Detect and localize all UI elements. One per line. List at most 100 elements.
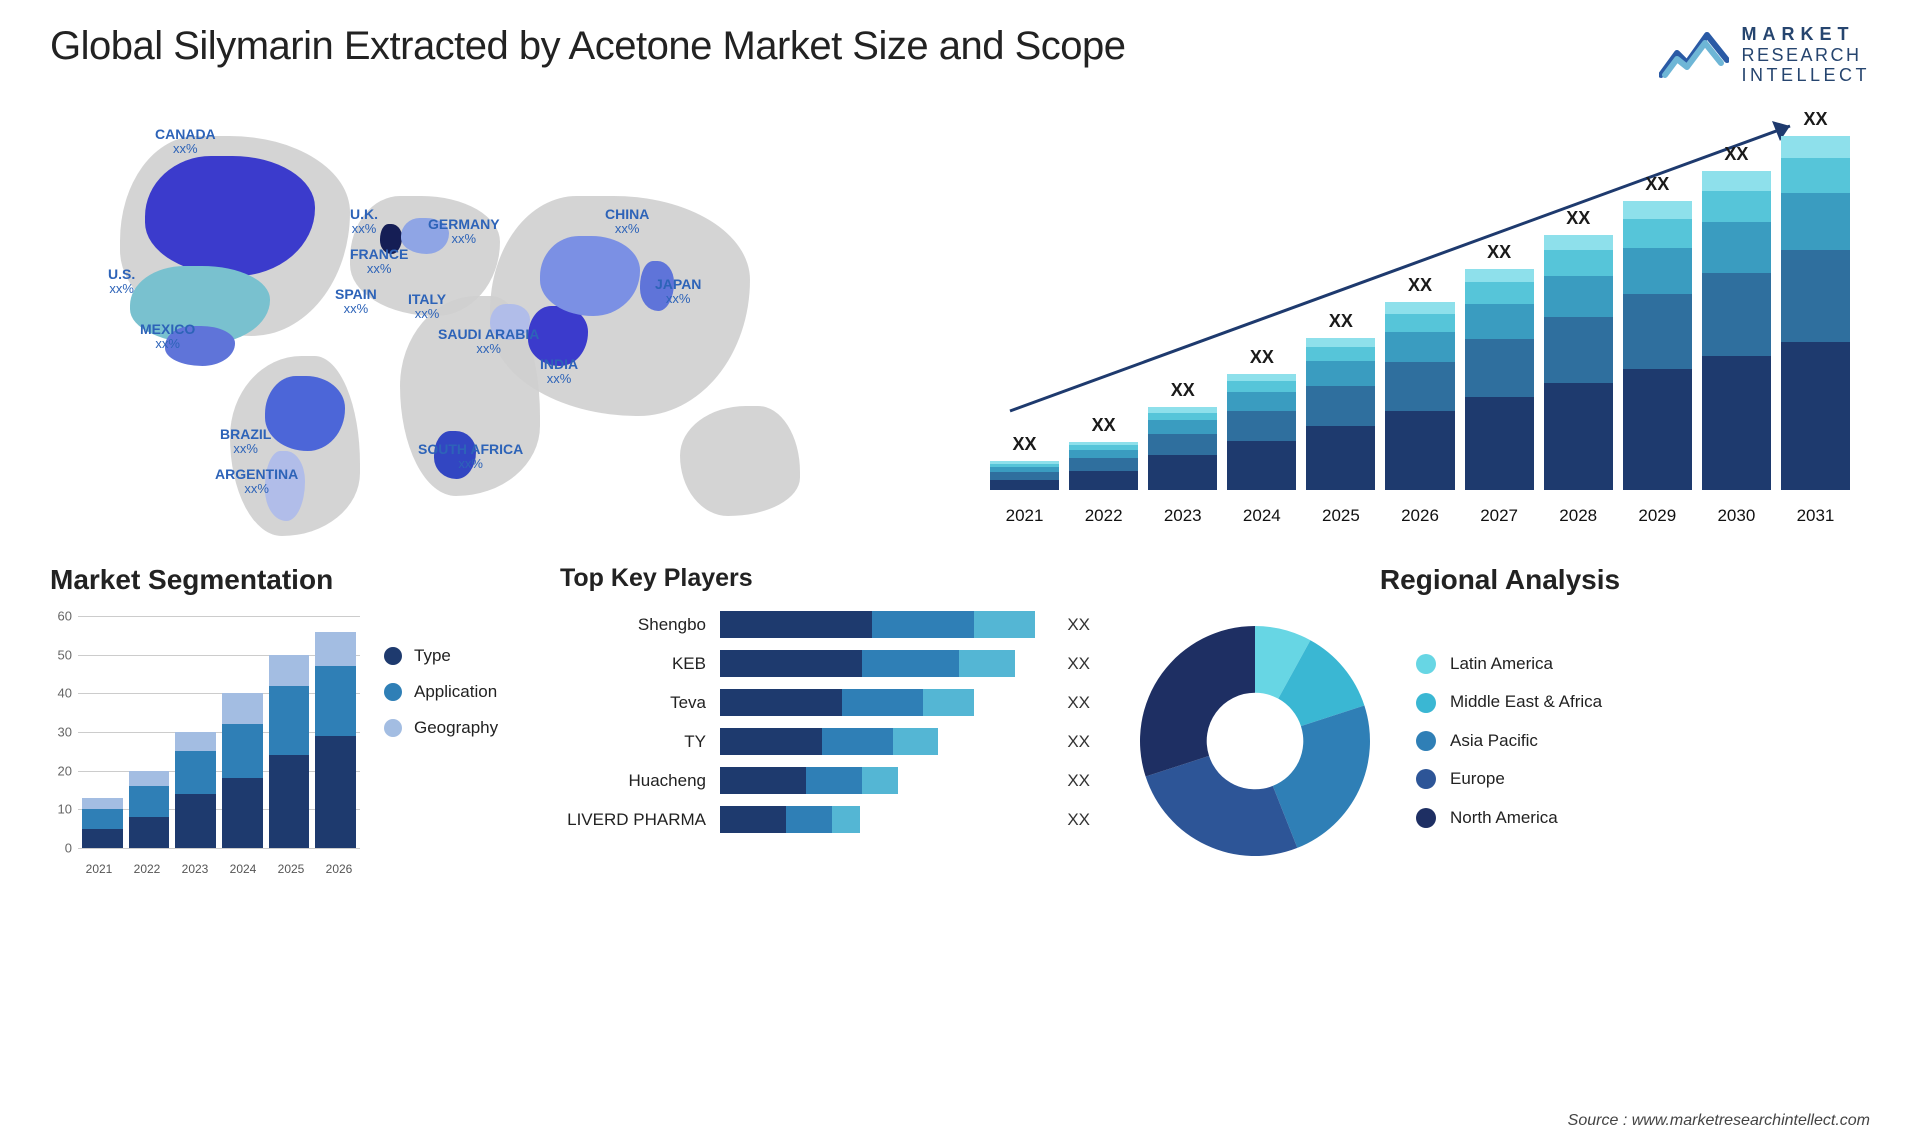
- regional-legend-item: Middle East & Africa: [1416, 692, 1602, 712]
- growth-segment: [1227, 411, 1296, 441]
- segmentation-segment: [269, 755, 310, 848]
- map-label-india: INDIAxx%: [540, 356, 578, 387]
- growth-segment: [1465, 282, 1534, 304]
- regional-legend-item: Latin America: [1416, 654, 1602, 674]
- map-label-france: FRANCExx%: [350, 246, 408, 277]
- growth-segment: [1702, 356, 1771, 490]
- growth-column: XX: [1069, 415, 1138, 490]
- region-name: Asia Pacific: [1450, 731, 1538, 751]
- segmentation-column: [222, 693, 263, 848]
- player-bar: [720, 767, 1055, 794]
- growth-segment: [1148, 455, 1217, 490]
- growth-segment: [1781, 250, 1850, 343]
- players-title: Top Key Players: [560, 564, 1100, 593]
- seg-ytick: 40: [50, 686, 72, 701]
- growth-segment: [1069, 471, 1138, 490]
- growth-year-label: 2029: [1623, 506, 1692, 526]
- player-segment: [974, 611, 1035, 638]
- growth-segment: [1465, 269, 1534, 282]
- growth-segment: [1702, 191, 1771, 223]
- map-label-japan: JAPANxx%: [655, 276, 701, 307]
- growth-year-label: 2023: [1148, 506, 1217, 526]
- growth-segment: [1069, 450, 1138, 458]
- player-segment: [806, 767, 862, 794]
- player-row: KEBXX: [560, 646, 1090, 681]
- growth-bar-value: XX: [1092, 415, 1116, 436]
- player-bar: [720, 611, 1055, 638]
- player-row: LIVERD PHARMAXX: [560, 802, 1090, 837]
- growth-year-label: 2031: [1781, 506, 1850, 526]
- regional-legend-item: Europe: [1416, 769, 1602, 789]
- growth-bar-value: XX: [1329, 311, 1353, 332]
- growth-column: XX: [1227, 347, 1296, 490]
- growth-segment: [1227, 392, 1296, 411]
- legend-dot-icon: [1416, 769, 1436, 789]
- growth-bar-value: XX: [1566, 208, 1590, 229]
- segmentation-chart: 202120222023202420252026 0102030405060 T…: [50, 616, 530, 876]
- segmentation-title: Market Segmentation: [50, 564, 530, 596]
- player-name: Huacheng: [560, 771, 720, 791]
- player-bar: [720, 728, 1055, 755]
- page-title: Global Silymarin Extracted by Acetone Ma…: [50, 24, 1126, 69]
- growth-bar-value: XX: [1250, 347, 1274, 368]
- region-name: Latin America: [1450, 654, 1553, 674]
- growth-column: XX: [1544, 208, 1613, 490]
- regional-title: Regional Analysis: [1130, 564, 1870, 596]
- legend-label: Application: [414, 682, 497, 702]
- growth-segment: [1702, 171, 1771, 190]
- growth-segment: [990, 480, 1059, 491]
- player-row: TevaXX: [560, 685, 1090, 720]
- segmentation-column: [129, 771, 170, 848]
- growth-column: XX: [1306, 311, 1375, 490]
- player-segment: [720, 611, 872, 638]
- growth-bar-chart: XXXXXXXXXXXXXXXXXXXXXX 20212022202320242…: [960, 96, 1870, 526]
- growth-segment: [1465, 397, 1534, 490]
- growth-segment: [1623, 201, 1692, 219]
- seg-ytick: 60: [50, 609, 72, 624]
- player-segment: [720, 689, 842, 716]
- grid-line: [78, 848, 360, 849]
- player-name: LIVERD PHARMA: [560, 810, 720, 830]
- growth-segment: [1148, 434, 1217, 455]
- segmentation-segment: [315, 632, 356, 667]
- segmentation-segment: [269, 686, 310, 756]
- player-bar: [720, 806, 1055, 833]
- donut-slice: [1140, 626, 1255, 777]
- seg-ytick: 0: [50, 841, 72, 856]
- growth-year-label: 2022: [1069, 506, 1138, 526]
- player-row: TYXX: [560, 724, 1090, 759]
- logo-line2: RESEARCH: [1741, 45, 1870, 66]
- player-segment: [862, 767, 898, 794]
- seg-year-label: 2021: [78, 862, 120, 876]
- growth-column: XX: [1623, 174, 1692, 490]
- seg-year-label: 2026: [318, 862, 360, 876]
- growth-column: XX: [1702, 144, 1771, 490]
- growth-year-label: 2030: [1702, 506, 1771, 526]
- segmentation-column: [82, 798, 123, 848]
- player-segment: [842, 689, 923, 716]
- seg-year-label: 2025: [270, 862, 312, 876]
- map-country-highlight: [145, 156, 315, 276]
- player-segment: [893, 728, 939, 755]
- seg-ytick: 10: [50, 802, 72, 817]
- segmentation-legend-item: Application: [384, 682, 498, 702]
- map-label-mexico: MEXICOxx%: [140, 321, 195, 352]
- region-name: Europe: [1450, 769, 1505, 789]
- segmentation-segment: [175, 794, 216, 848]
- legend-dot-icon: [384, 719, 402, 737]
- map-label-u.k.: U.K.xx%: [350, 206, 378, 237]
- legend-dot-icon: [384, 683, 402, 701]
- segmentation-segment: [129, 817, 170, 848]
- segmentation-segment: [175, 751, 216, 794]
- growth-year-label: 2021: [990, 506, 1059, 526]
- player-name: KEB: [560, 654, 720, 674]
- growth-segment: [1306, 426, 1375, 490]
- growth-segment: [1306, 386, 1375, 426]
- map-label-germany: GERMANYxx%: [428, 216, 500, 247]
- segmentation-segment: [82, 798, 123, 810]
- growth-year-label: 2024: [1227, 506, 1296, 526]
- map-label-china: CHINAxx%: [605, 206, 649, 237]
- legend-dot-icon: [1416, 808, 1436, 828]
- segmentation-segment: [129, 786, 170, 817]
- player-bar: [720, 650, 1055, 677]
